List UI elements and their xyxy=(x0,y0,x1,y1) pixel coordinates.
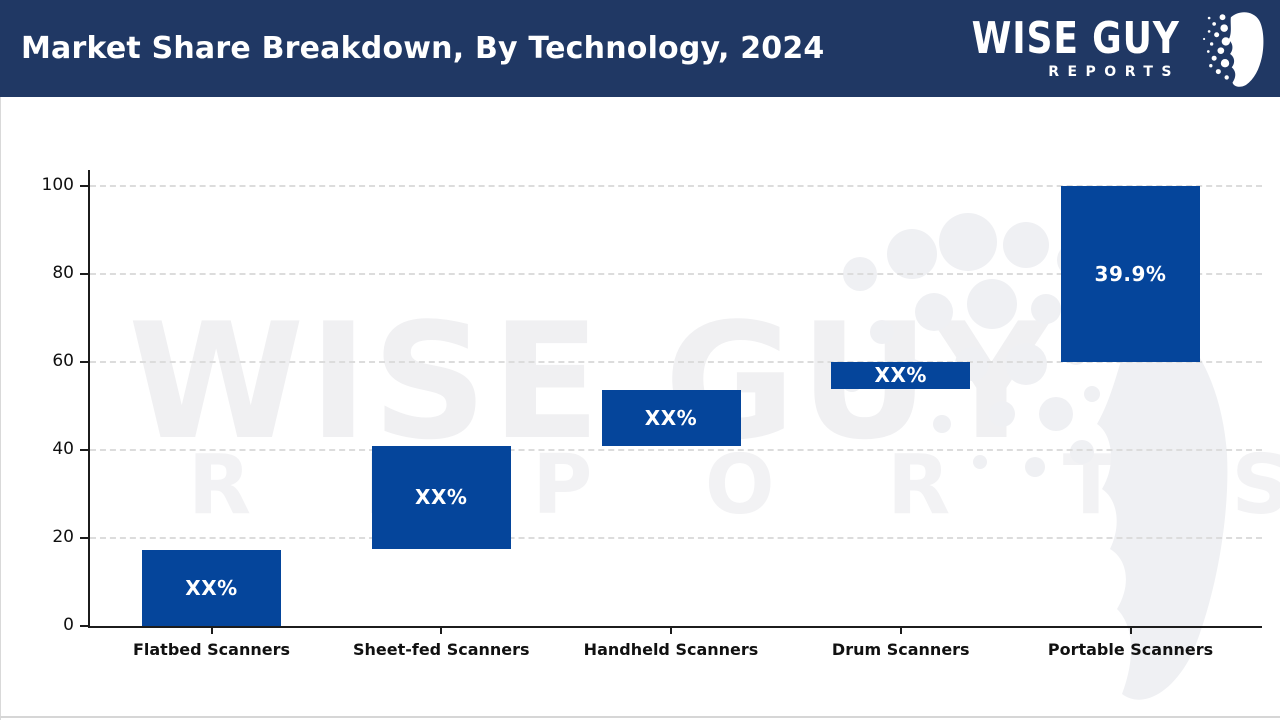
gridline xyxy=(90,449,1262,451)
y-tick-mark xyxy=(80,185,88,187)
page-title: Market Share Breakdown, By Technology, 2… xyxy=(21,31,825,66)
y-tick-mark xyxy=(80,449,88,451)
x-tick-mark xyxy=(440,628,443,634)
y-tick-mark xyxy=(80,273,88,275)
y-tick-label: 20 xyxy=(52,527,74,547)
bar-value-label: XX% xyxy=(644,405,698,430)
logo-wordmark: WISE GUY xyxy=(971,13,1180,64)
x-category-label: Handheld Scanners xyxy=(583,640,759,659)
bar-value-label: 39.9% xyxy=(1094,261,1167,286)
bar: XX% xyxy=(601,389,741,446)
y-tick-label: 100 xyxy=(41,175,74,195)
y-tick-mark xyxy=(80,361,88,363)
gridline xyxy=(90,537,1262,539)
y-tick-label: 60 xyxy=(52,351,74,371)
logo-text: WISE GUY REPORTS xyxy=(926,17,1180,81)
y-tick-label: 40 xyxy=(52,439,74,459)
bar-value-label: XX% xyxy=(874,363,927,388)
y-tick-label: 80 xyxy=(52,263,74,283)
x-category-label: Sheet-fed Scanners xyxy=(352,640,530,659)
wise-guy-logo: WISE GUY REPORTS xyxy=(972,6,1266,92)
x-tick-mark xyxy=(1129,628,1132,634)
page-left-border xyxy=(0,97,1,720)
bar: XX% xyxy=(831,361,971,389)
bar: XX% xyxy=(142,550,281,626)
logo-face-icon xyxy=(1203,12,1264,87)
bar-value-label: XX% xyxy=(415,485,468,510)
bar: 39.9% xyxy=(1061,186,1200,362)
gridline xyxy=(90,273,1262,275)
x-category-label: Drum Scanners xyxy=(831,640,970,659)
x-axis-line xyxy=(88,626,1262,628)
x-category-label: Flatbed Scanners xyxy=(132,640,291,659)
y-tick-label: 0 xyxy=(63,615,74,635)
header-bar: Market Share Breakdown, By Technology, 2… xyxy=(0,0,1280,97)
y-tick-mark xyxy=(80,625,88,627)
watermark-subtitle: R E P O R T S xyxy=(188,438,1280,533)
x-tick-mark xyxy=(899,628,902,634)
logo-subtitle: REPORTS xyxy=(1048,64,1180,80)
bar-value-label: XX% xyxy=(185,576,238,601)
page-bottom-border xyxy=(0,716,1280,718)
y-axis-line xyxy=(88,170,90,627)
x-tick-mark xyxy=(670,628,672,634)
bar: XX% xyxy=(371,445,511,549)
gridline xyxy=(90,361,1262,363)
y-tick-mark xyxy=(80,537,88,539)
x-tick-mark xyxy=(210,628,213,634)
gridline xyxy=(90,185,1262,187)
x-category-label: Portable Scanners xyxy=(1047,640,1214,659)
